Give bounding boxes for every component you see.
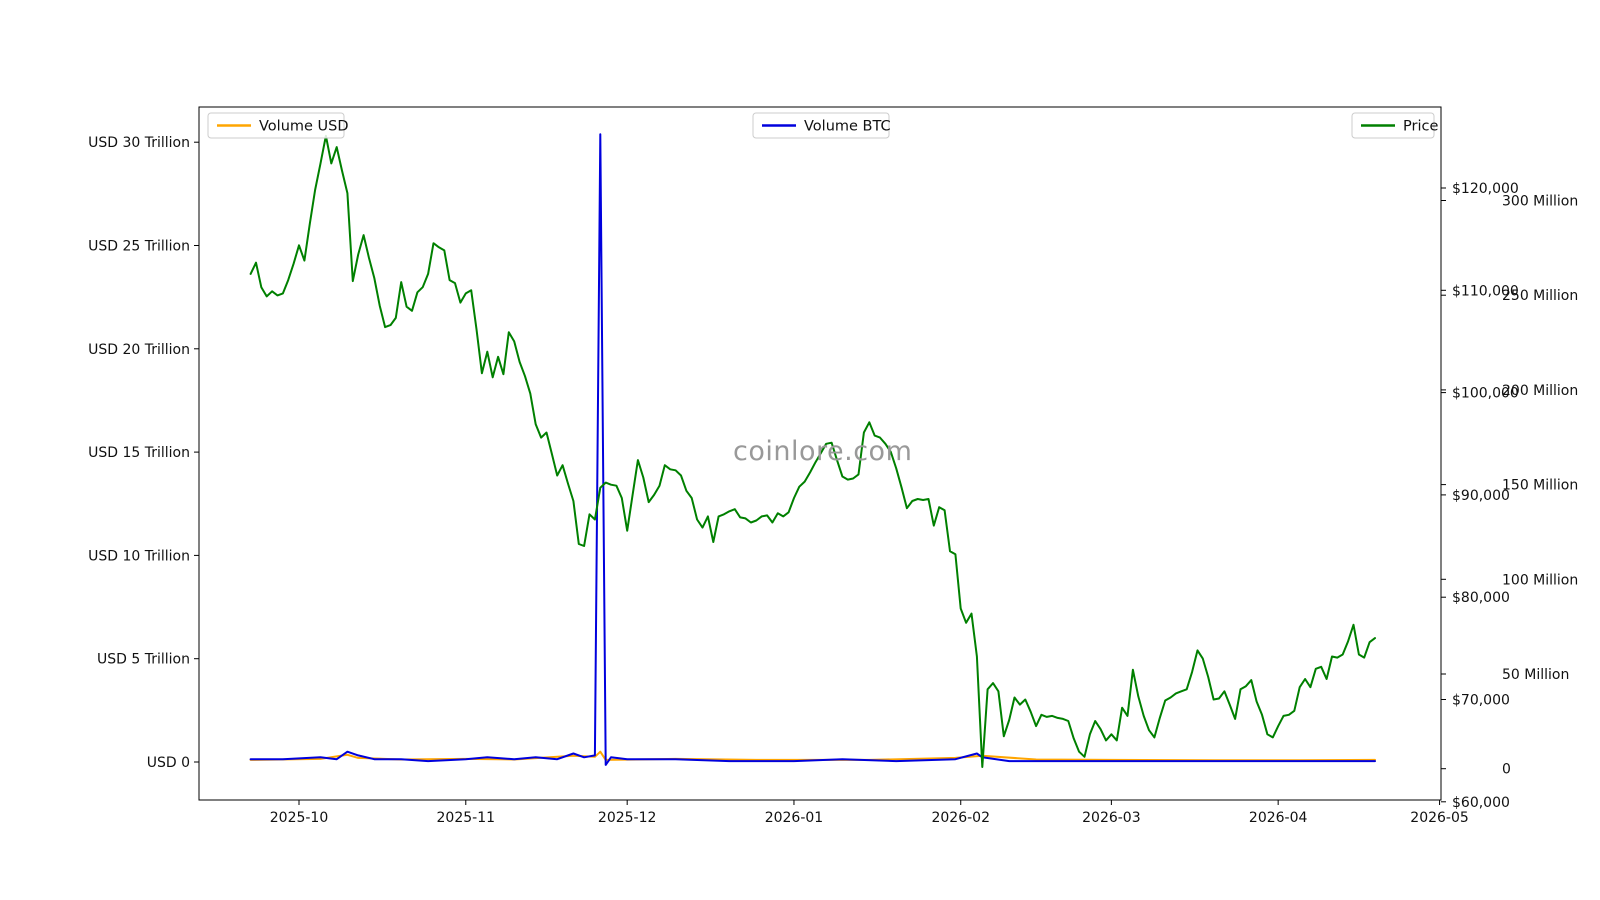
left-axis-label: USD 0 bbox=[147, 755, 190, 771]
btc-axis-label: 0 bbox=[1502, 762, 1511, 778]
btc-axis-label: 300 Million bbox=[1502, 194, 1578, 210]
legend-volume-usd-label: Volume USD bbox=[259, 119, 349, 135]
price-axis-label: $90,000 bbox=[1452, 488, 1510, 504]
x-axis-label: 2026-01 bbox=[765, 810, 824, 826]
left-axis-label: USD 30 Trillion bbox=[88, 135, 190, 151]
legend-price-label: Price bbox=[1403, 119, 1438, 135]
left-axis-label: USD 20 Trillion bbox=[88, 342, 190, 358]
legend-volume-usd-box bbox=[207, 112, 345, 139]
x-axis-label: 2025-11 bbox=[437, 810, 496, 826]
x-axis-label: 2026-05 bbox=[1410, 810, 1469, 826]
series-volume-btc bbox=[249, 133, 1376, 766]
btc-axis-label: 200 Million bbox=[1502, 383, 1578, 399]
price-axis-label: $80,000 bbox=[1452, 590, 1510, 606]
price-axis-label: $110,000 bbox=[1452, 283, 1519, 299]
x-axis-label: 2026-02 bbox=[931, 810, 990, 826]
btc-axis-label: 150 Million bbox=[1502, 478, 1578, 494]
left-axis-label: USD 15 Trillion bbox=[88, 445, 190, 461]
price-axis-label: $60,000 bbox=[1452, 795, 1510, 811]
left-axis-label: USD 10 Trillion bbox=[88, 548, 190, 564]
price-axis-label: $120,000 bbox=[1452, 181, 1519, 197]
series-volume-usd bbox=[249, 750, 1376, 762]
price-axis-label: $70,000 bbox=[1452, 693, 1510, 709]
left-axis-label: USD 25 Trillion bbox=[88, 239, 190, 255]
btc-axis-label: 100 Million bbox=[1502, 572, 1578, 588]
x-axis-label: 2025-12 bbox=[598, 810, 657, 826]
series-price bbox=[249, 134, 1376, 768]
x-axis-label: 2026-03 bbox=[1082, 810, 1141, 826]
btc-axis-label: 250 Million bbox=[1502, 288, 1578, 304]
legend-volume-btc-label: Volume BTC bbox=[804, 119, 891, 135]
price-axis-label: $100,000 bbox=[1452, 386, 1519, 402]
left-axis-label: USD 5 Trillion bbox=[97, 652, 190, 668]
legend-volume-btc-box bbox=[752, 112, 890, 139]
btc-axis-label: 50 Million bbox=[1502, 667, 1569, 683]
x-axis-label: 2026-04 bbox=[1249, 810, 1308, 826]
plot-border bbox=[198, 106, 1442, 801]
x-axis-label: 2025-10 bbox=[270, 810, 329, 826]
